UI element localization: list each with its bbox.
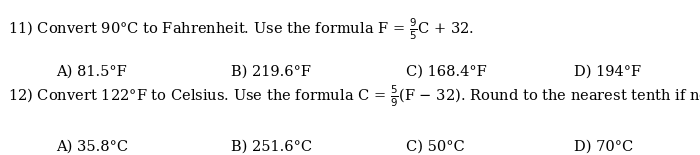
Text: D) 194°F: D) 194°F	[574, 65, 641, 79]
Text: B) 251.6°C: B) 251.6°C	[231, 140, 312, 153]
Text: 11) Convert 90°C to Fahrenheit. Use the formula F = $\frac{9}{5}$C + 32.: 11) Convert 90°C to Fahrenheit. Use the …	[8, 16, 475, 42]
Text: 12) Convert 122°F to Celsius. Use the formula C = $\frac{5}{9}$(F − 32). Round t: 12) Convert 122°F to Celsius. Use the fo…	[8, 84, 700, 109]
Text: B) 219.6°F: B) 219.6°F	[231, 65, 311, 79]
Text: A) 81.5°F: A) 81.5°F	[56, 65, 127, 79]
Text: D) 70°C: D) 70°C	[574, 140, 634, 153]
Text: A) 35.8°C: A) 35.8°C	[56, 140, 128, 153]
Text: C) 168.4°F: C) 168.4°F	[406, 65, 486, 79]
Text: C) 50°C: C) 50°C	[406, 140, 465, 153]
